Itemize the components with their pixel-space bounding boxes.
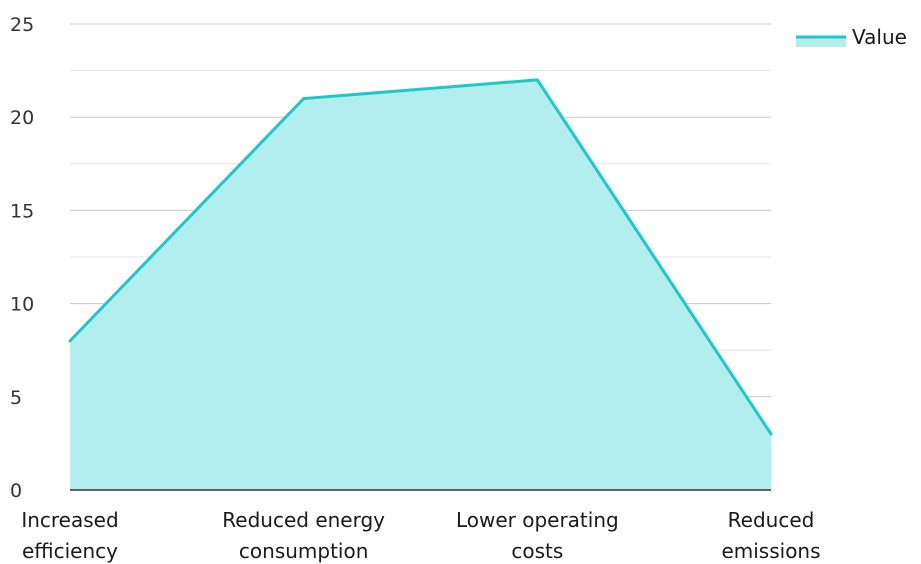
data-point-3 bbox=[769, 432, 773, 436]
y-tick-label: 0 bbox=[10, 480, 22, 502]
x-tick-label: Reduced emissions bbox=[721, 508, 820, 563]
series-area-value bbox=[70, 79, 771, 491]
legend-swatch-value bbox=[796, 36, 846, 47]
x-tick-label: Increased efficiency bbox=[21, 508, 118, 563]
y-tick-label: 5 bbox=[10, 387, 22, 409]
data-point-2 bbox=[535, 78, 539, 82]
y-tick-label: 25 bbox=[10, 14, 34, 36]
y-axis-tick-labels: 0 5 10 15 20 25 bbox=[10, 14, 34, 502]
data-points bbox=[68, 78, 773, 436]
y-tick-label: 10 bbox=[10, 294, 34, 316]
y-tick-label: 15 bbox=[10, 200, 34, 222]
x-tick-label: Lower operating costs bbox=[456, 508, 619, 563]
x-tick-label: Reduced energy consumption bbox=[222, 508, 385, 563]
x-axis-tick-labels: Increased efficiency Reduced energy consump… bbox=[21, 508, 820, 563]
series-line-value bbox=[68, 78, 773, 435]
data-point-0 bbox=[68, 339, 72, 343]
y-tick-label: 20 bbox=[10, 107, 34, 129]
legend-label-value: Value bbox=[852, 25, 907, 49]
data-point-1 bbox=[302, 97, 306, 101]
legend: Value bbox=[796, 25, 907, 49]
